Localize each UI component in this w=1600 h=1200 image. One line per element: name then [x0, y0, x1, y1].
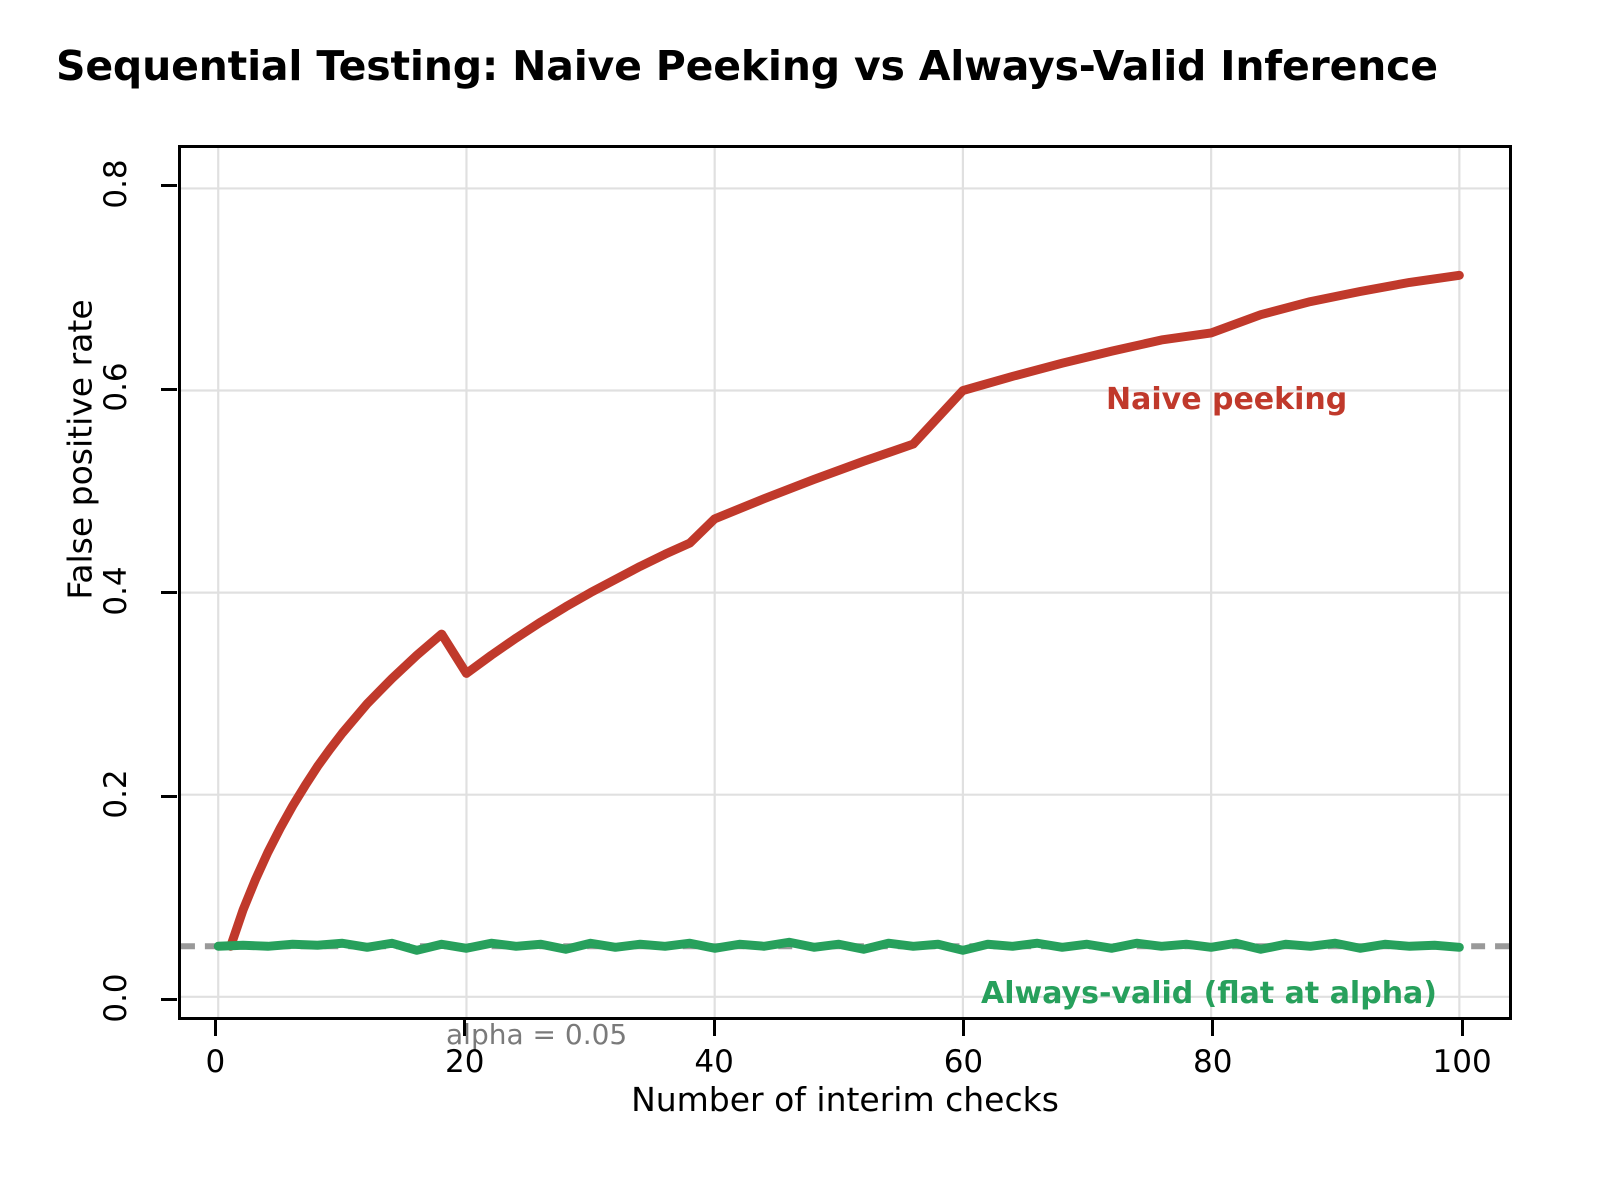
- plot-area: Naive peeking Always-valid (flat at alph…: [178, 145, 1512, 1051]
- x-tick-label: 80: [1193, 1044, 1233, 1080]
- page-title: Sequential Testing: Naive Peeking vs Alw…: [56, 42, 1438, 90]
- x-tick-label: 40: [694, 1044, 734, 1080]
- y-tick-label: 0.4: [98, 566, 134, 616]
- series-label-always-valid: Always-valid (flat at alpha): [981, 976, 1438, 1011]
- alpha-reference-label: alpha = 0.05: [446, 1018, 628, 1051]
- x-tick-mark: [463, 1020, 467, 1036]
- x-axis-title: Number of interim checks: [631, 1080, 1059, 1119]
- y-tick-mark: [161, 794, 177, 798]
- series-label-naive: Naive peeking: [1106, 382, 1348, 417]
- y-tick-mark: [161, 591, 177, 595]
- y-tick-mark: [161, 998, 177, 1002]
- x-tick-label: 20: [445, 1044, 485, 1080]
- y-tick-mark: [161, 387, 177, 391]
- x-tick-label: 60: [943, 1044, 984, 1080]
- y-axis-title: False positive rate: [60, 299, 100, 600]
- x-tick-mark: [712, 1020, 716, 1036]
- x-tick-label: 0: [205, 1044, 226, 1080]
- y-tick-label: 0.2: [98, 769, 134, 819]
- y-tick-mark: [161, 184, 177, 188]
- y-tick-label: 0.6: [98, 362, 134, 412]
- x-tick-mark: [213, 1020, 217, 1036]
- x-tick-mark: [961, 1020, 965, 1036]
- plot-canvas: [181, 148, 1509, 1017]
- y-tick-label: 0.0: [98, 972, 134, 1023]
- x-tick-mark: [1460, 1020, 1464, 1036]
- y-tick-label: 0.8: [98, 159, 134, 209]
- x-tick-mark: [1211, 1020, 1215, 1036]
- x-tick-label: 100: [1432, 1044, 1492, 1080]
